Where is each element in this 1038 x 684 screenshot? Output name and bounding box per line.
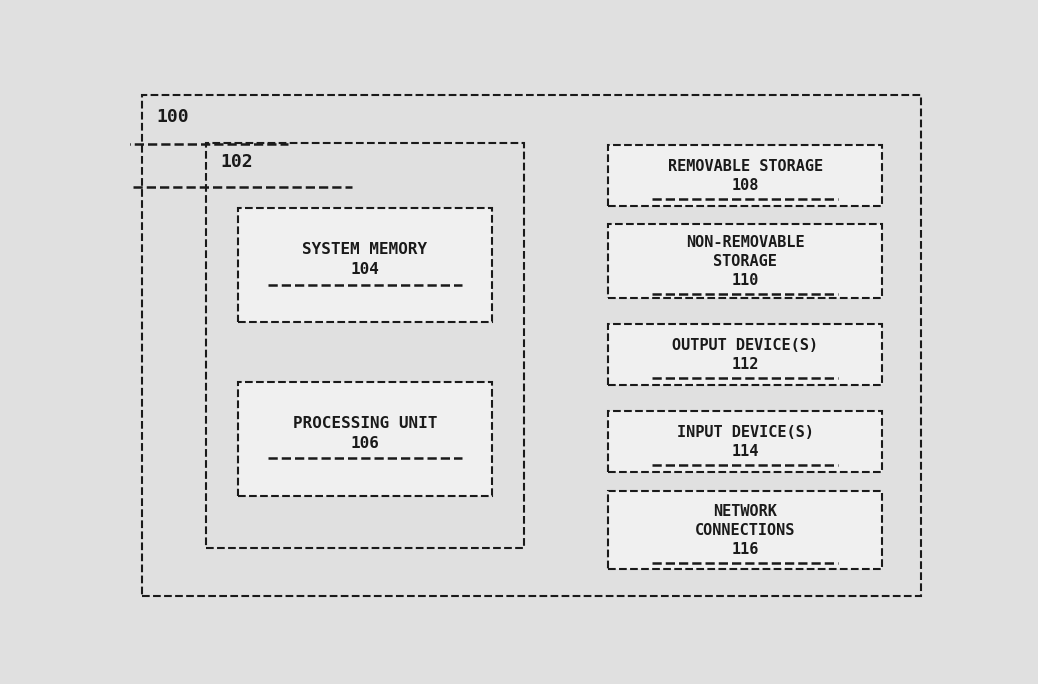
Text: 104: 104 (351, 263, 380, 277)
Bar (608, 411, 882, 472)
Text: 112: 112 (732, 356, 759, 371)
Text: OUTPUT DEVICE(S): OUTPUT DEVICE(S) (673, 338, 818, 353)
Text: INPUT DEVICE(S): INPUT DEVICE(S) (677, 425, 814, 440)
Text: 100: 100 (157, 109, 189, 127)
Text: 106: 106 (351, 436, 380, 451)
Text: 110: 110 (732, 273, 759, 287)
Text: SYSTEM MEMORY: SYSTEM MEMORY (302, 242, 428, 257)
Text: 102: 102 (221, 153, 253, 171)
Bar (239, 209, 492, 321)
Text: 108: 108 (732, 178, 759, 192)
Text: NETWORK: NETWORK (713, 504, 777, 519)
Text: REMOVABLE STORAGE: REMOVABLE STORAGE (667, 159, 823, 174)
Bar (239, 382, 492, 495)
Bar (207, 143, 524, 548)
Text: PROCESSING UNIT: PROCESSING UNIT (293, 416, 437, 431)
Bar (608, 145, 882, 206)
Text: STORAGE: STORAGE (713, 254, 777, 269)
Bar (608, 224, 882, 298)
Text: 114: 114 (732, 443, 759, 458)
Bar (608, 491, 882, 569)
Bar (608, 324, 882, 385)
Text: 116: 116 (732, 542, 759, 557)
Text: NON-REMOVABLE: NON-REMOVABLE (686, 235, 804, 250)
Text: CONNECTIONS: CONNECTIONS (695, 523, 795, 538)
